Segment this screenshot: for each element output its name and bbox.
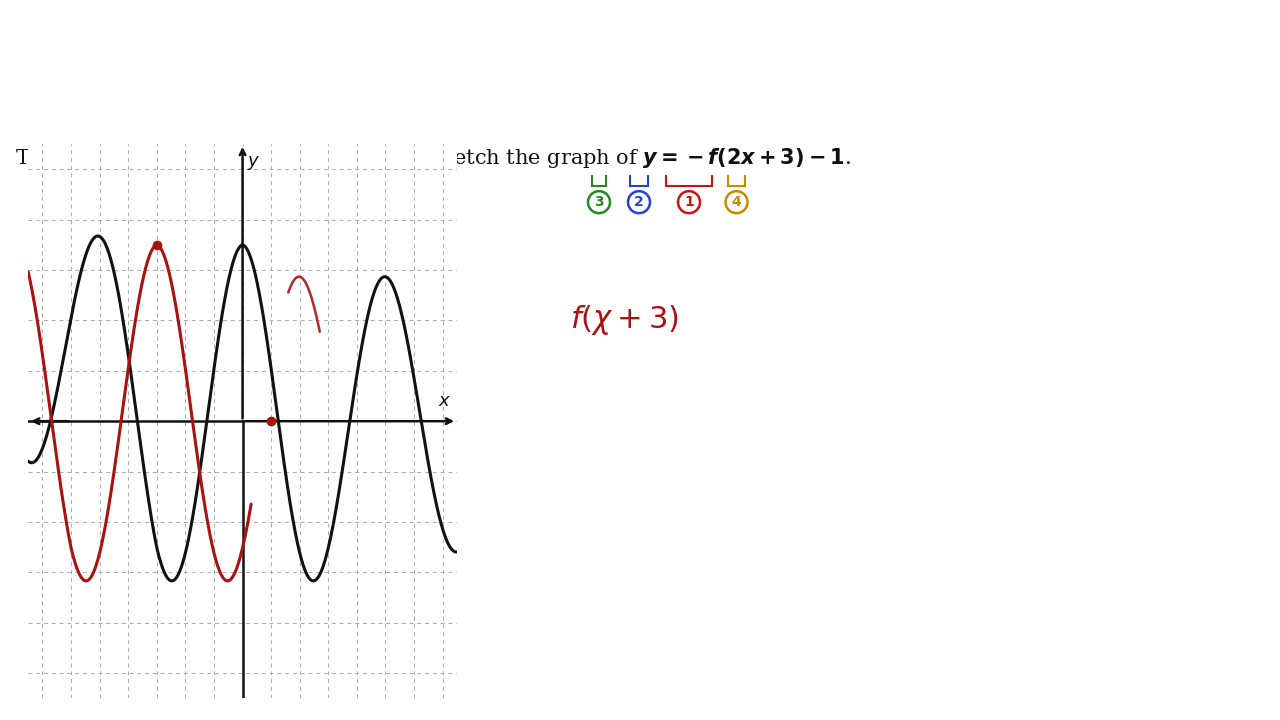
Text: 2: 2 [634, 195, 644, 210]
Text: 1: 1 [684, 195, 694, 210]
Text: The graph of $\boldsymbol{y = f(x)}$ is shown below.  Sketch the graph of $\bold: The graph of $\boldsymbol{y = f(x)}$ is … [15, 146, 851, 170]
Text: $x$: $x$ [438, 392, 452, 410]
Text: $f(\chi+3)$: $f(\chi+3)$ [570, 303, 678, 337]
Text: Example:  Function Transformations: Example: Function Transformations [15, 45, 755, 78]
Text: $y$: $y$ [247, 154, 260, 172]
Text: 4: 4 [732, 195, 741, 210]
Text: 3: 3 [594, 195, 604, 210]
